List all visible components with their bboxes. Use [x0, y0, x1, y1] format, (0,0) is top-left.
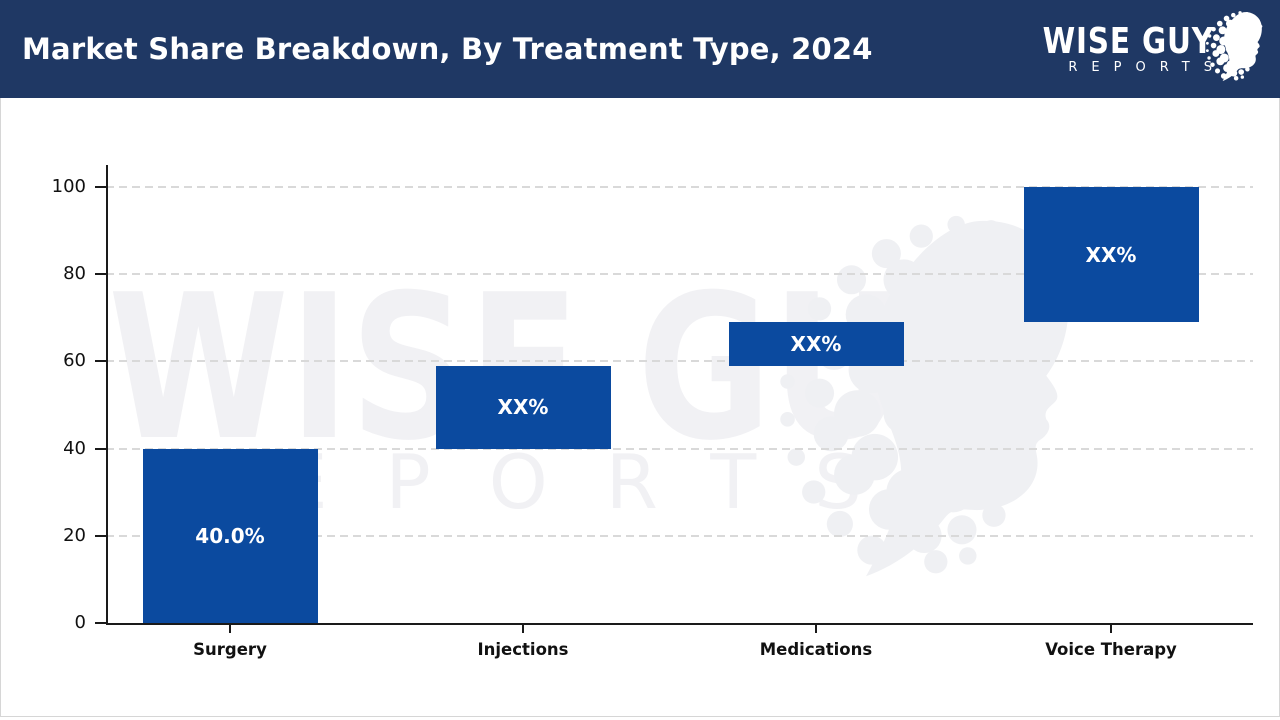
y-tick-60 — [95, 360, 106, 363]
y-tick-label-40: 40 — [63, 437, 86, 459]
brand-text: WISE GUY REPORTS — [1005, 23, 1214, 75]
x-tick-injections — [522, 625, 524, 633]
brand-name: WISE GUY — [1042, 20, 1214, 62]
y-tick-label-80: 80 — [63, 263, 86, 285]
gridline-20 — [106, 534, 1253, 537]
y-tick-label-0: 0 — [74, 612, 86, 633]
bar-value-label-injections: XX% — [497, 395, 549, 420]
gridline-100 — [106, 186, 1253, 188]
x-tick-medications — [815, 625, 817, 633]
gridline-80 — [106, 273, 1253, 276]
bar-surgery: 40.0% — [142, 448, 318, 623]
brand-logo: WISE GUY REPORTS — [1005, 10, 1266, 89]
y-axis-line — [106, 165, 108, 625]
x-tick-label-injections: Injections — [477, 640, 569, 659]
bar-value-label-surgery: 40.0% — [195, 523, 265, 548]
y-tick-label-20: 20 — [63, 524, 86, 546]
x-tick-label-medications: Medications — [759, 640, 873, 659]
x-tick-surgery — [229, 625, 231, 633]
y-tick-80 — [95, 273, 106, 276]
x-tick-voice-therapy — [1110, 625, 1112, 633]
y-tick-100 — [95, 186, 106, 188]
y-tick-40 — [95, 447, 106, 450]
bar-voice-therapy: XX% — [1023, 187, 1199, 323]
y-tick-20 — [95, 534, 106, 537]
page-title: Market Share Breakdown, By Treatment Typ… — [22, 32, 873, 66]
y-tick-label-100: 100 — [51, 176, 86, 197]
x-tick-label-surgery: Surgery — [193, 640, 267, 659]
gridline-60 — [106, 360, 1253, 363]
x-axis-line — [106, 623, 1253, 625]
x-tick-label-voice-therapy: Voice Therapy — [1045, 640, 1177, 659]
bar-value-label-voice-therapy: XX% — [1085, 242, 1137, 267]
header: Market Share Breakdown, By Treatment Typ… — [0, 0, 1280, 98]
gridline-40 — [106, 447, 1253, 450]
bar-medications: XX% — [728, 322, 904, 366]
brand-subtitle: REPORTS — [1068, 59, 1226, 75]
y-tick-0 — [95, 622, 106, 624]
y-tick-label-60: 60 — [63, 350, 86, 372]
bar-injections: XX% — [435, 365, 611, 449]
bar-value-label-medications: XX% — [790, 331, 842, 356]
